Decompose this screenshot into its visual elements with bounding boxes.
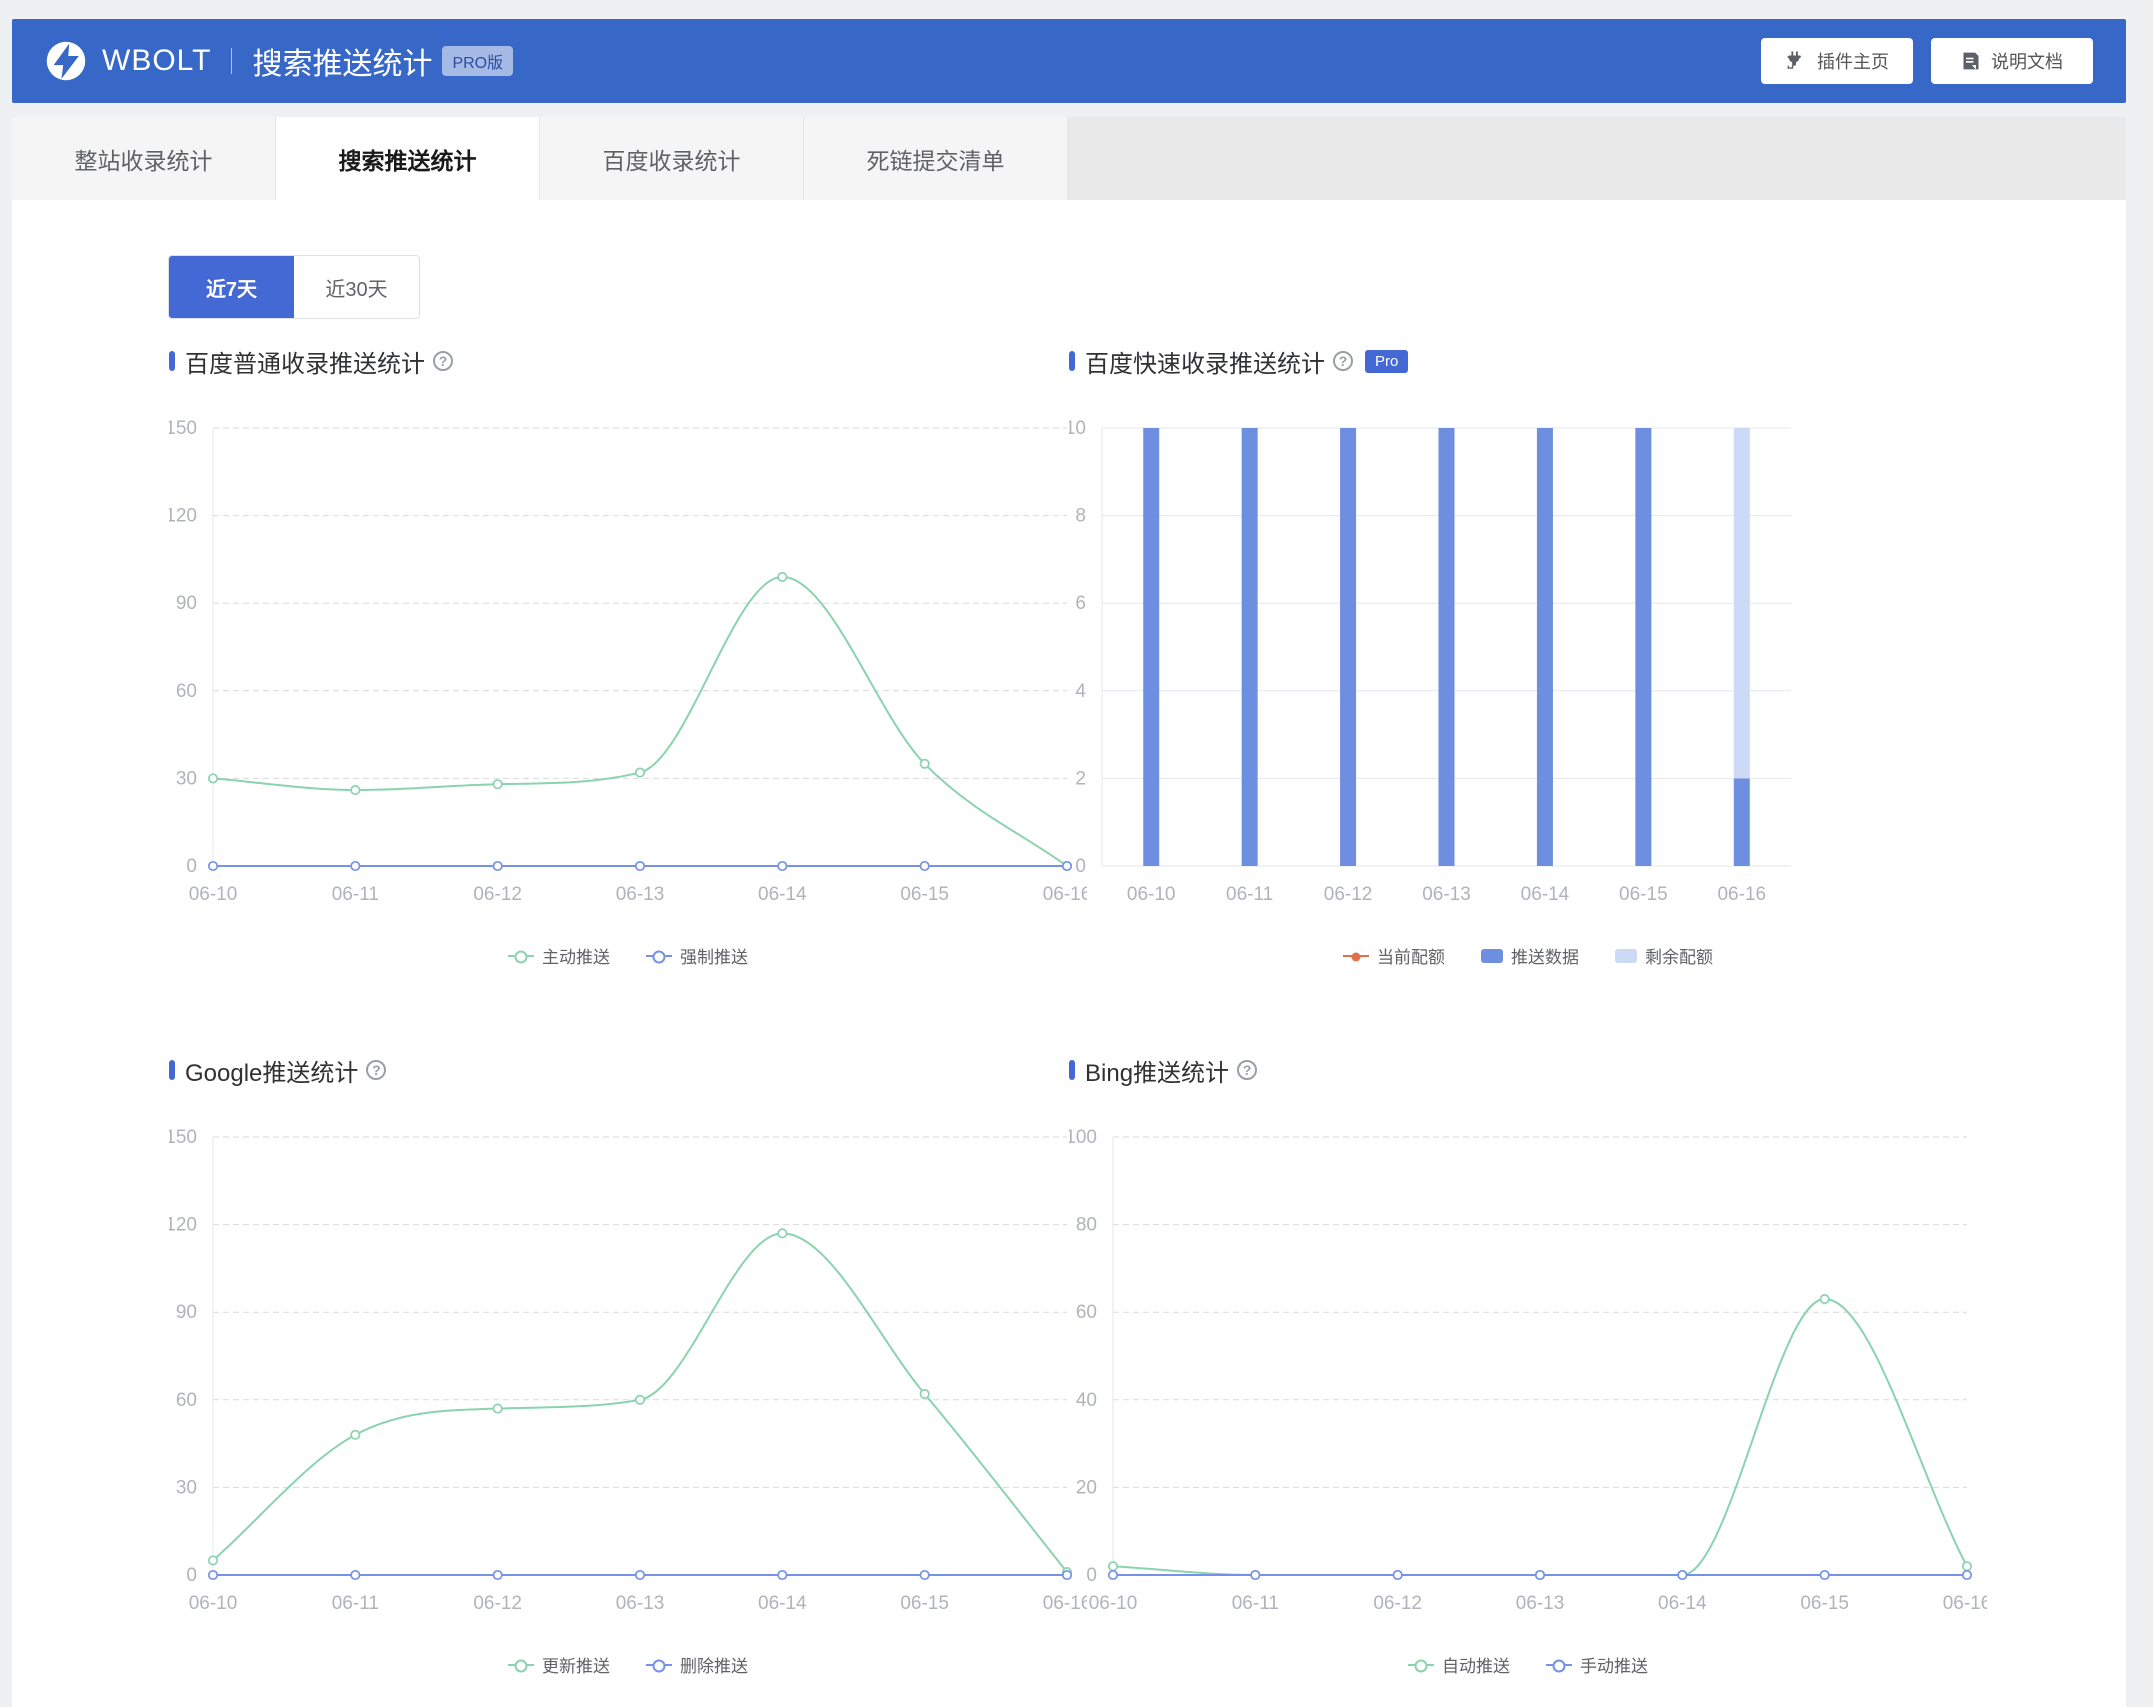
svg-text:06-10: 06-10 <box>1127 884 1176 905</box>
svg-text:60: 60 <box>176 681 197 702</box>
svg-text:06-12: 06-12 <box>1373 1593 1422 1614</box>
svg-text:06-10: 06-10 <box>1089 1593 1138 1614</box>
svg-text:30: 30 <box>176 768 197 789</box>
svg-text:06-15: 06-15 <box>1619 884 1668 905</box>
svg-text:6: 6 <box>1075 593 1086 614</box>
svg-text:120: 120 <box>169 506 197 527</box>
svg-text:06-11: 06-11 <box>1232 1593 1279 1614</box>
svg-text:150: 150 <box>169 418 197 439</box>
svg-text:06-14: 06-14 <box>758 884 807 905</box>
svg-text:06-15: 06-15 <box>900 1593 949 1614</box>
svg-text:06-11: 06-11 <box>332 884 379 905</box>
svg-text:4: 4 <box>1075 681 1086 702</box>
svg-text:06-12: 06-12 <box>473 884 522 905</box>
svg-text:06-12: 06-12 <box>1324 884 1373 905</box>
svg-text:06-12: 06-12 <box>473 1593 522 1614</box>
svg-text:06-13: 06-13 <box>1516 1593 1565 1614</box>
svg-text:06-15: 06-15 <box>900 884 949 905</box>
svg-text:06-16: 06-16 <box>1943 1593 1987 1614</box>
svg-text:20: 20 <box>1076 1477 1097 1498</box>
svg-text:8: 8 <box>1075 506 1086 527</box>
svg-text:60: 60 <box>1076 1302 1097 1323</box>
svg-text:06-15: 06-15 <box>1800 1593 1849 1614</box>
svg-text:06-14: 06-14 <box>1658 1593 1707 1614</box>
svg-text:06-13: 06-13 <box>1422 884 1471 905</box>
svg-text:0: 0 <box>1075 856 1086 877</box>
svg-text:150: 150 <box>169 1127 197 1148</box>
svg-text:90: 90 <box>176 1302 197 1323</box>
svg-text:90: 90 <box>176 593 197 614</box>
svg-text:60: 60 <box>176 1390 197 1411</box>
svg-text:06-16: 06-16 <box>1717 884 1766 905</box>
svg-text:06-13: 06-13 <box>616 884 665 905</box>
svg-text:30: 30 <box>176 1477 197 1498</box>
svg-text:0: 0 <box>1086 1565 1097 1586</box>
svg-text:06-13: 06-13 <box>616 1593 665 1614</box>
svg-text:0: 0 <box>186 1565 197 1586</box>
svg-text:06-11: 06-11 <box>1226 884 1273 905</box>
svg-text:2: 2 <box>1075 768 1086 789</box>
svg-text:06-14: 06-14 <box>758 1593 807 1614</box>
svg-text:06-10: 06-10 <box>189 884 238 905</box>
svg-text:06-10: 06-10 <box>189 1593 238 1614</box>
svg-text:06-11: 06-11 <box>332 1593 379 1614</box>
svg-text:120: 120 <box>169 1215 197 1236</box>
svg-text:80: 80 <box>1076 1215 1097 1236</box>
svg-text:40: 40 <box>1076 1390 1097 1411</box>
svg-text:0: 0 <box>186 856 197 877</box>
svg-text:10: 10 <box>1069 418 1086 439</box>
svg-text:100: 100 <box>1069 1127 1097 1148</box>
svg-text:06-14: 06-14 <box>1521 884 1570 905</box>
